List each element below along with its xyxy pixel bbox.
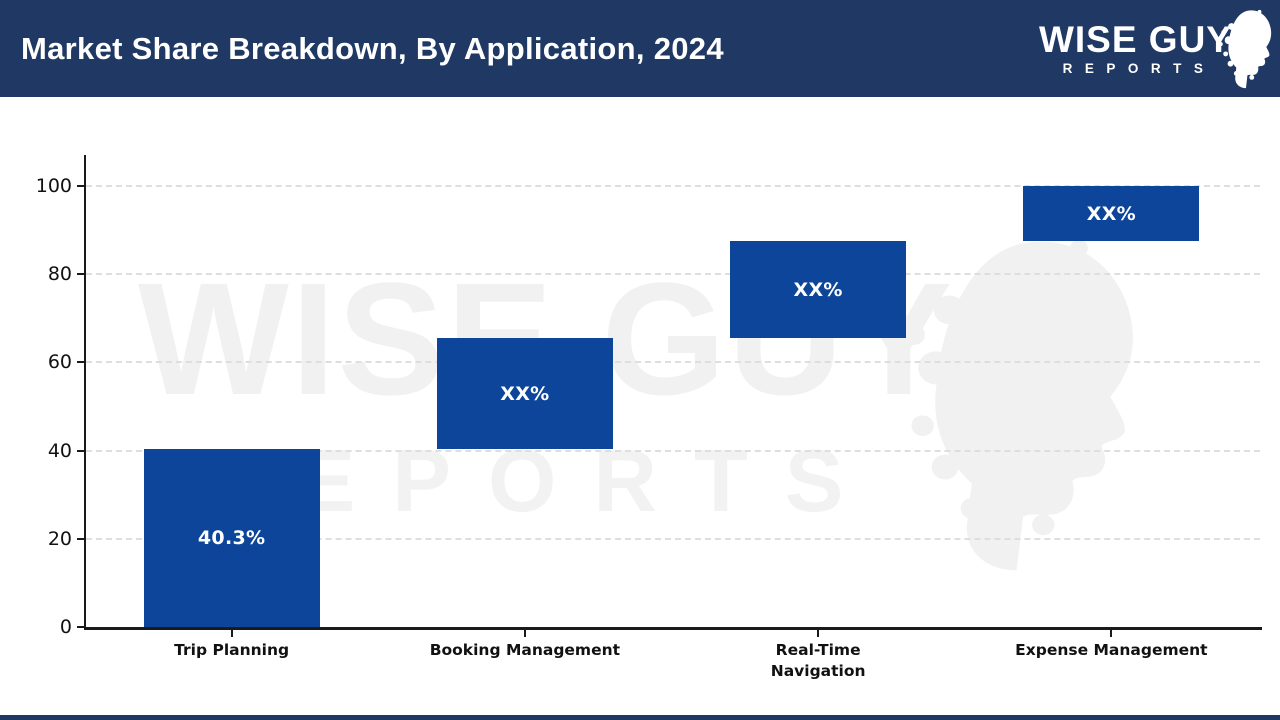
logo-wordmark: WISE GUY — [1038, 19, 1232, 61]
y-axis-line — [84, 155, 86, 629]
bar-segment: 40.3% — [143, 449, 320, 627]
logo-text: WISE GUY REPORTS — [1039, 21, 1232, 76]
y-tick-mark — [77, 626, 85, 628]
y-tick-label: 20 — [47, 527, 72, 550]
y-tick-label: 60 — [47, 351, 72, 374]
bar-segment: XX% — [1023, 186, 1200, 242]
y-tick-label: 80 — [47, 263, 72, 286]
watermark-head-icon — [891, 239, 1133, 571]
x-tick-label: Booking Management — [429, 641, 621, 659]
y-tick-label: 40 — [47, 439, 72, 462]
x-tick-mark — [523, 630, 526, 637]
wise-guy-logo: WISE GUY REPORTS — [1039, 5, 1274, 93]
head-silhouette-icon — [1218, 9, 1272, 88]
x-tick-label: Expense Management — [1015, 641, 1208, 659]
y-tick-mark — [77, 185, 85, 187]
x-tick-label: Trip Planning — [174, 641, 290, 659]
footer-strip — [0, 715, 1280, 720]
page-title: Market Share Breakdown, By Application, … — [21, 30, 724, 66]
y-tick-mark — [77, 361, 85, 364]
logo-subtext: REPORTS — [1062, 61, 1216, 77]
bar-value-label: XX% — [1086, 202, 1136, 225]
plot: 0 20 40 60 80 100 40.3% XX% XX% XX% Trip Planning B… — [0, 97, 1280, 715]
bar-segment: XX% — [730, 241, 907, 339]
x-axis-line — [84, 627, 1262, 630]
gridline — [86, 273, 1260, 276]
y-tick-label: 0 — [59, 616, 72, 638]
y-tick-mark — [77, 449, 85, 452]
gridline — [86, 537, 1260, 540]
header: Market Share Breakdown, By Application, … — [0, 0, 1280, 97]
y-tick-label: 100 — [35, 175, 72, 197]
y-tick-mark — [77, 537, 85, 540]
gridline — [86, 449, 1260, 452]
gridline — [86, 185, 1260, 187]
x-tick-mark — [230, 630, 233, 637]
gridline — [86, 361, 1260, 364]
x-tick-label: Real-Time Navigation — [770, 641, 866, 680]
x-tick-mark — [1110, 630, 1113, 637]
y-tick-mark — [77, 273, 85, 276]
chart-area: WISE GUY REPORTS 0 20 40 60 80 100 40.3% XX% XX%… — [0, 97, 1280, 715]
bar-value-label: 40.3% — [197, 527, 266, 550]
bar-value-label: XX% — [500, 382, 550, 405]
bar-segment: XX% — [436, 338, 613, 450]
bar-value-label: XX% — [793, 278, 843, 301]
x-tick-mark — [817, 630, 820, 637]
